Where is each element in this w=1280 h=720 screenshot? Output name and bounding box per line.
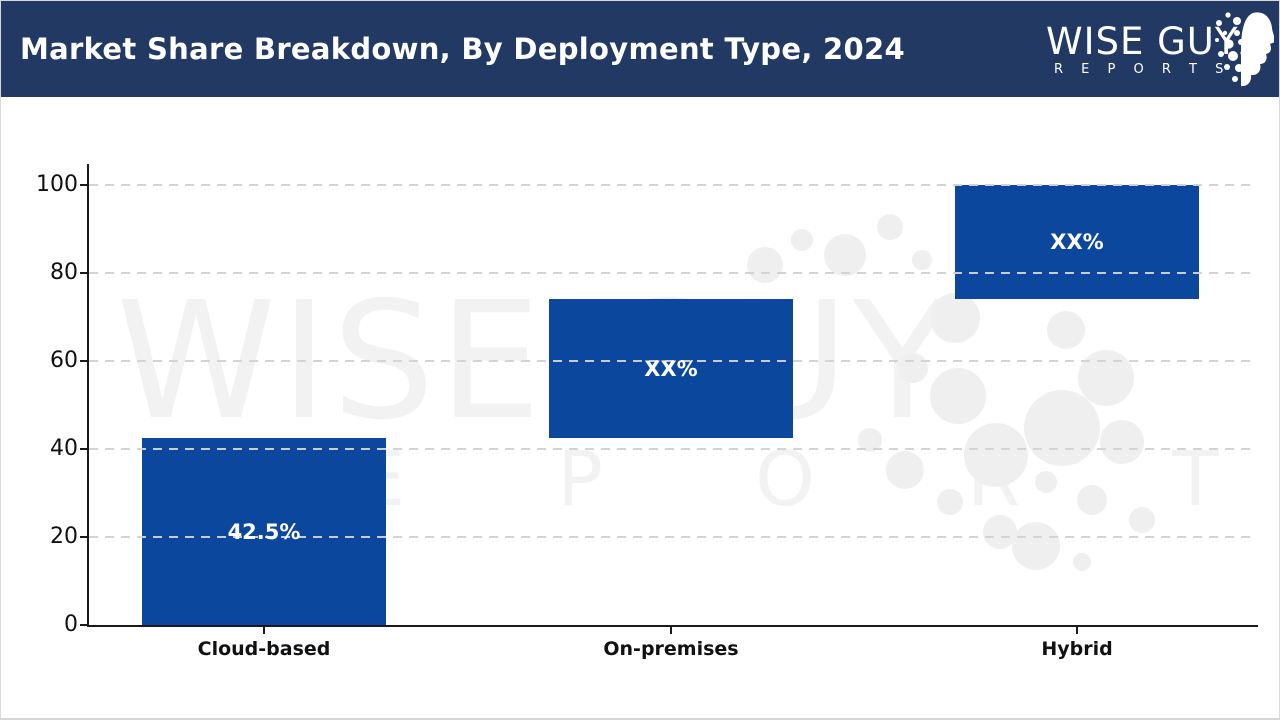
face-profile-icon [1215,12,1274,87]
x-tick-mark [263,627,265,634]
y-axis-line [87,164,89,627]
y-tick-mark [80,184,87,186]
y-tick-mark [80,448,87,450]
bar-value-label: 42.5% [227,519,301,544]
y-tick-label: 60 [50,348,78,373]
gridline [89,536,1256,538]
y-tick-mark [80,360,87,362]
x-tick-mark [670,627,672,634]
x-tick-mark [1076,627,1078,634]
y-tick-label: 80 [50,260,78,285]
y-tick-label: 20 [50,524,78,549]
bar-on-premises [549,299,793,438]
y-tick-mark [80,272,87,274]
y-tick-mark [80,624,87,626]
bar-value-label: XX% [644,356,698,381]
x-axis-line [87,625,1258,627]
logo-subtext: R E P O R T S [1054,62,1231,77]
y-tick-mark [80,536,87,538]
bar-hybrid [955,185,1199,300]
logo-wordmark: WISE GUY [1046,20,1239,63]
x-axis-category-label: On-premises [603,638,739,660]
page-title: Market Share Breakdown, By Deployment Ty… [20,31,905,66]
gridline [89,360,1256,362]
gridline [89,272,1256,274]
y-tick-label: 0 [64,612,78,637]
bar-cloud-based [142,438,386,625]
y-tick-label: 40 [50,436,78,461]
y-tick-label: 100 [36,172,78,197]
wise-guy-reports-logo: WISE GUY R E P O R T S [1032,0,1280,97]
x-axis-category-label: Hybrid [1041,638,1113,660]
bar-value-label: XX% [1050,230,1104,255]
x-axis-category-label: Cloud-based [197,638,331,660]
gridline [89,448,1256,450]
gridline [89,184,1256,186]
header-banner: Market Share Breakdown, By Deployment Ty… [0,0,1280,97]
